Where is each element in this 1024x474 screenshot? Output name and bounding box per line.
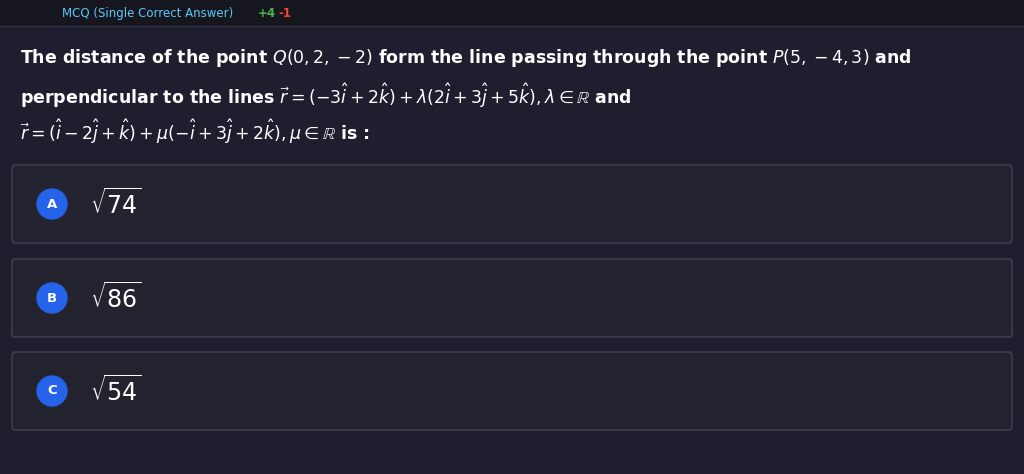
FancyBboxPatch shape xyxy=(12,352,1012,430)
Text: MCQ (Single Correct Answer): MCQ (Single Correct Answer) xyxy=(62,7,233,19)
Circle shape xyxy=(37,189,67,219)
FancyBboxPatch shape xyxy=(0,0,1024,26)
Text: +4: +4 xyxy=(258,7,276,19)
Text: perpendicular to the lines $\vec{r}=(-3\hat{i}+2\hat{k})+\lambda(2\hat{i}+3\hat{: perpendicular to the lines $\vec{r}=(-3\… xyxy=(20,82,632,110)
Text: B: B xyxy=(47,292,57,304)
Text: The distance of the point $Q(0,2,-2)$ form the line passing through the point $P: The distance of the point $Q(0,2,-2)$ fo… xyxy=(20,47,911,69)
Text: $\sqrt{74}$: $\sqrt{74}$ xyxy=(90,189,141,219)
Text: $\sqrt{54}$: $\sqrt{54}$ xyxy=(90,376,141,406)
FancyBboxPatch shape xyxy=(12,259,1012,337)
Text: A: A xyxy=(47,198,57,210)
Text: $\vec{r}=(\hat{i}-2\hat{j}+\hat{k})+\mu(-\hat{i}+3\hat{j}+2\hat{k}),\mu\in\mathb: $\vec{r}=(\hat{i}-2\hat{j}+\hat{k})+\mu(… xyxy=(20,118,370,146)
Text: C: C xyxy=(47,384,56,398)
Circle shape xyxy=(37,283,67,313)
FancyBboxPatch shape xyxy=(12,165,1012,243)
Text: $\sqrt{86}$: $\sqrt{86}$ xyxy=(90,283,141,313)
Text: -1: -1 xyxy=(278,7,291,19)
Circle shape xyxy=(37,376,67,406)
